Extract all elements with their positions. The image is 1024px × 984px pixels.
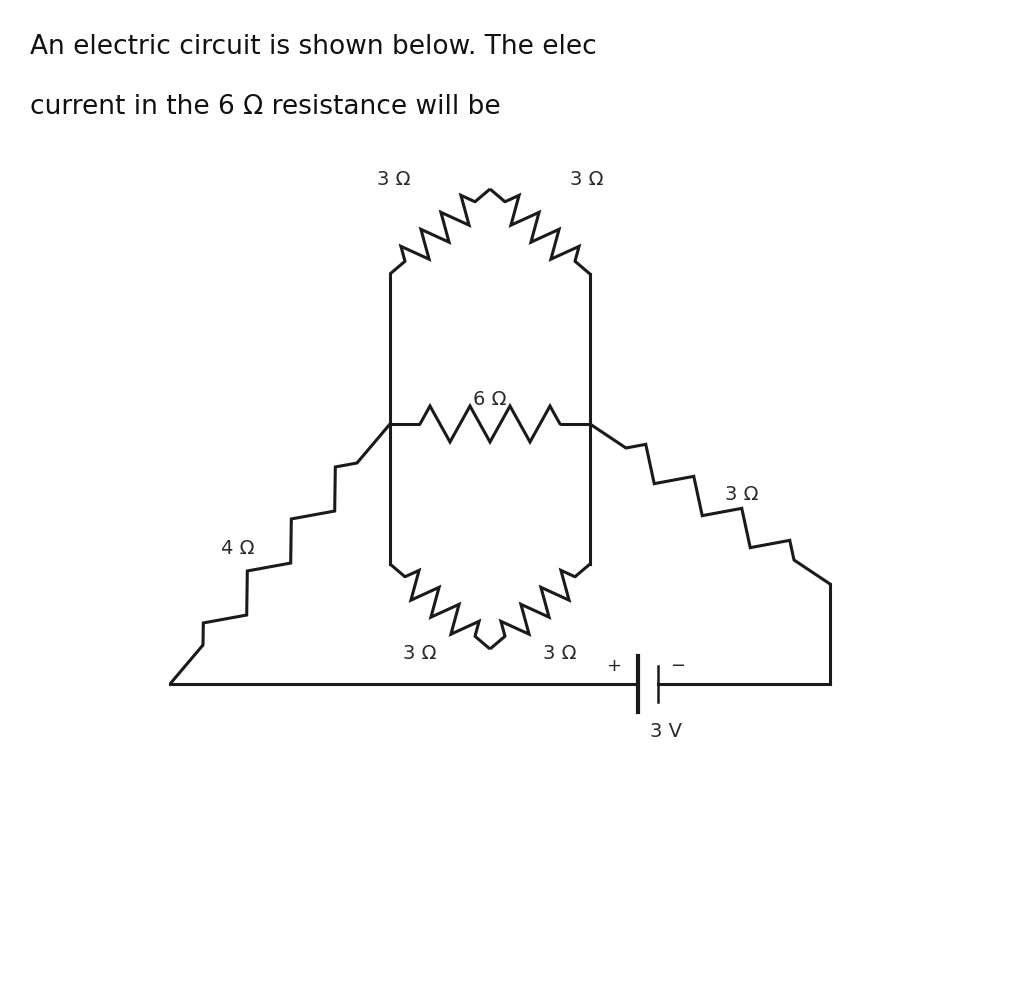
Text: 3 V: 3 V <box>650 722 682 741</box>
Text: 3 Ω: 3 Ω <box>377 170 410 189</box>
Text: 6 Ω: 6 Ω <box>473 390 507 409</box>
Text: 4 Ω: 4 Ω <box>221 539 255 559</box>
Text: current in the 6 Ω resistance will be: current in the 6 Ω resistance will be <box>30 94 501 120</box>
Text: 3 Ω: 3 Ω <box>570 170 603 189</box>
Text: +: + <box>606 657 622 675</box>
Text: 3 Ω: 3 Ω <box>725 484 759 504</box>
Text: An electric circuit is shown below. The elec: An electric circuit is shown below. The … <box>30 34 597 60</box>
Text: 3 Ω: 3 Ω <box>403 644 437 663</box>
Text: 3 Ω: 3 Ω <box>544 644 577 663</box>
Text: −: − <box>671 657 685 675</box>
